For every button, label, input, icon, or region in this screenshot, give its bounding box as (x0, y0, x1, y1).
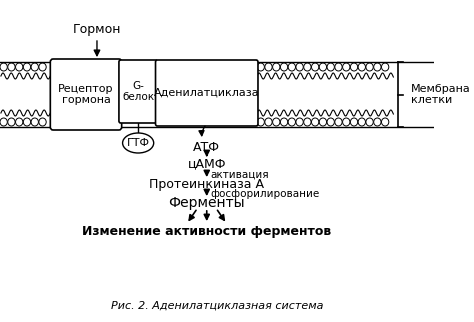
Circle shape (281, 118, 288, 126)
Circle shape (382, 63, 389, 71)
Circle shape (273, 118, 280, 126)
Circle shape (257, 63, 264, 71)
Circle shape (327, 63, 334, 71)
Text: цАМФ: цАМФ (188, 157, 226, 171)
Circle shape (374, 118, 381, 126)
Text: активация: активация (210, 169, 269, 179)
Circle shape (257, 118, 264, 126)
Text: фосфорилирование: фосфорилирование (210, 189, 319, 199)
Circle shape (382, 118, 389, 126)
Ellipse shape (123, 133, 154, 153)
Circle shape (343, 63, 350, 71)
Circle shape (265, 63, 272, 71)
Circle shape (296, 118, 303, 126)
Text: G-
белок: G- белок (122, 81, 154, 102)
Text: Гормон: Гормон (73, 23, 121, 36)
FancyBboxPatch shape (50, 59, 122, 130)
Circle shape (358, 118, 365, 126)
Circle shape (304, 63, 311, 71)
Circle shape (288, 63, 295, 71)
Circle shape (23, 118, 31, 126)
Circle shape (304, 118, 311, 126)
Text: Рис. 2. Аденилатциклазная система: Рис. 2. Аденилатциклазная система (110, 301, 323, 311)
Circle shape (366, 63, 373, 71)
Circle shape (335, 63, 342, 71)
Circle shape (288, 118, 295, 126)
Text: Мембрана
клетки: Мембрана клетки (411, 84, 471, 105)
Text: Аденилатциклаза: Аденилатциклаза (154, 88, 260, 98)
Text: Рецептор
гормона: Рецептор гормона (58, 84, 114, 105)
Circle shape (319, 63, 327, 71)
Circle shape (311, 63, 319, 71)
Circle shape (39, 63, 46, 71)
Circle shape (39, 118, 46, 126)
Circle shape (16, 118, 23, 126)
Circle shape (273, 63, 280, 71)
Circle shape (0, 63, 7, 71)
Circle shape (319, 118, 327, 126)
Circle shape (343, 118, 350, 126)
Circle shape (335, 118, 342, 126)
Circle shape (281, 63, 288, 71)
Circle shape (0, 118, 7, 126)
Circle shape (23, 63, 31, 71)
Text: Ферменты: Ферменты (168, 196, 245, 210)
Text: АТФ: АТФ (193, 140, 220, 154)
Text: ГТФ: ГТФ (127, 138, 150, 148)
Circle shape (374, 63, 381, 71)
Circle shape (366, 118, 373, 126)
Circle shape (350, 118, 358, 126)
Circle shape (265, 118, 272, 126)
FancyBboxPatch shape (119, 60, 157, 123)
Circle shape (311, 118, 319, 126)
Circle shape (31, 118, 38, 126)
Circle shape (358, 63, 365, 71)
FancyBboxPatch shape (155, 60, 258, 126)
Text: Изменение активности ферментов: Изменение активности ферментов (82, 225, 331, 239)
Circle shape (31, 63, 38, 71)
Circle shape (327, 118, 334, 126)
Circle shape (16, 63, 23, 71)
Circle shape (8, 118, 15, 126)
Circle shape (296, 63, 303, 71)
Text: Протеинкиназа А: Протеинкиназа А (149, 177, 264, 191)
Circle shape (8, 63, 15, 71)
Circle shape (350, 63, 358, 71)
